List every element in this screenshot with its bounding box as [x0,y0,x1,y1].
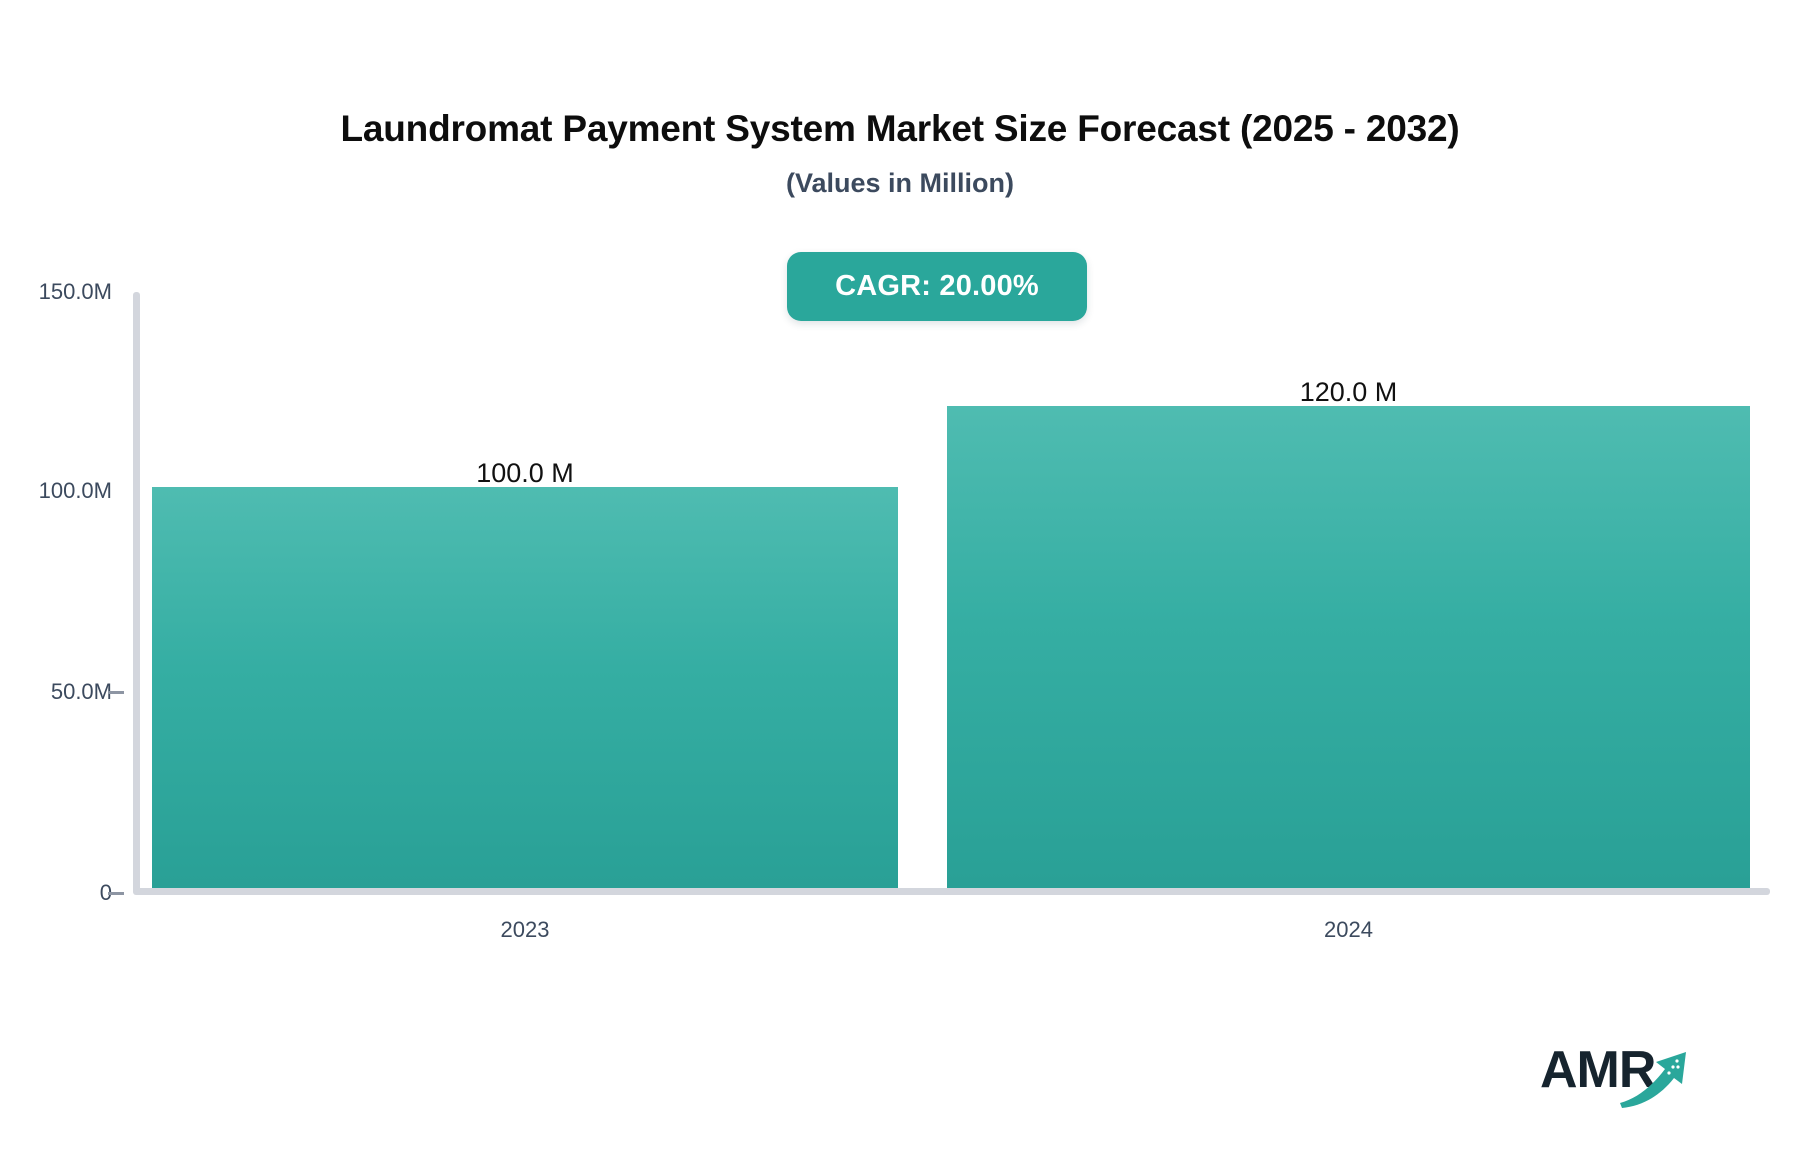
trend-up-arrow-icon [1620,1040,1720,1116]
bar-value-label-2024: 120.0 M [1299,377,1398,407]
y-tick-mark-50 [108,691,124,694]
chart-title: Laundromat Payment System Market Size Fo… [340,108,1460,149]
amr-logo: AMR [1540,1040,1720,1116]
x-tick-label-2024: 2024 [1324,917,1373,942]
amr-logo-text: AMR [1540,1041,1656,1099]
chart-subtitle: (Values in Million) [785,168,1015,198]
y-tick-mark-0 [108,892,124,895]
bar-2023[interactable] [152,487,898,888]
cagr-badge-label: CAGR: 20.00% [835,270,1039,302]
y-axis-line [133,292,140,894]
x-axis-line [133,888,1770,895]
y-tick-label-100: 100.0M [38,478,112,503]
bar-2024[interactable] [947,406,1750,888]
y-tick-label-150: 150.0M [38,279,112,304]
x-tick-label-2023: 2023 [500,917,550,942]
y-tick-label-50: 50.0M [50,679,112,704]
bar-value-label-2023: 100.0 M [476,458,574,488]
y-tick-label-0: 0 [99,880,112,905]
cagr-badge: CAGR: 20.00% [787,252,1087,321]
